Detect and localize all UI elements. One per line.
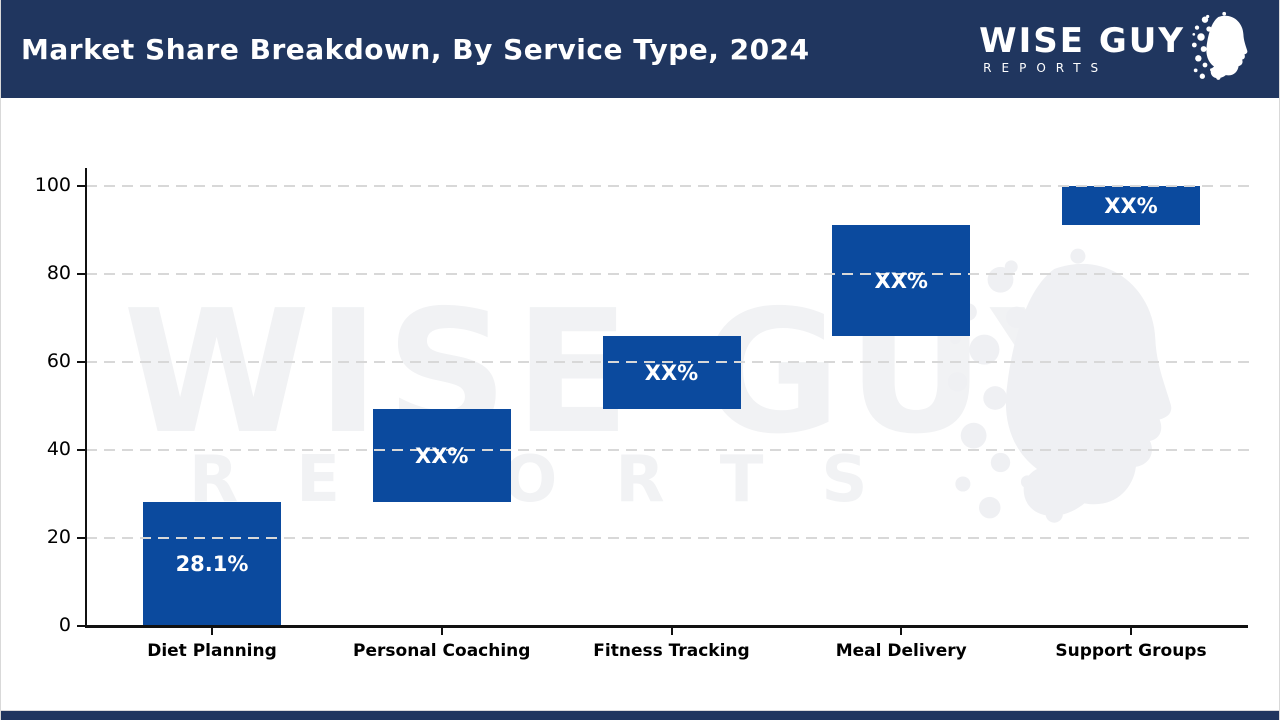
- y-tick-mark: [77, 449, 85, 451]
- y-tick-label: 60: [46, 350, 71, 372]
- bar-segment: [1062, 186, 1200, 226]
- y-tick-mark: [77, 537, 85, 539]
- watermark-text-line2: REPORTS: [189, 443, 926, 517]
- x-category-label: Fitness Tracking: [593, 641, 750, 661]
- y-tick-mark: [77, 361, 85, 363]
- y-axis-line: [85, 168, 87, 627]
- gridline: [86, 185, 1254, 187]
- y-tick-label: 100: [34, 174, 71, 196]
- bar-value-label: 28.1%: [175, 552, 249, 577]
- x-tick-mark: [670, 628, 673, 635]
- gridline: [86, 273, 1254, 275]
- bar-value-label: XX%: [874, 268, 928, 293]
- y-tick-label: 40: [46, 438, 71, 460]
- bar-value-label: XX%: [415, 443, 469, 468]
- logo-line1: WISE GUY: [979, 21, 1185, 61]
- y-tick-mark: [77, 273, 85, 275]
- chart-title: Market Share Breakdown, By Service Type,…: [21, 32, 810, 66]
- x-tick-mark: [1130, 628, 1132, 635]
- wise-guy-logo: WISE GUY REPORTS: [979, 9, 1255, 89]
- bar-segment: [372, 409, 511, 503]
- y-tick-label: 80: [46, 262, 71, 284]
- x-category-label: Personal Coaching: [353, 641, 531, 661]
- bar-segment: [143, 502, 281, 626]
- x-category-label: Support Groups: [1055, 641, 1207, 661]
- bar-value-label: XX%: [1104, 193, 1158, 218]
- bar-segment: [602, 336, 741, 410]
- gridline: [86, 449, 1254, 451]
- gridline: [86, 537, 1254, 539]
- y-tick-mark: [77, 625, 85, 627]
- y-tick-label: 0: [58, 614, 71, 636]
- x-category-label: Diet Planning: [147, 641, 277, 661]
- watermark-face-icon: [947, 248, 1172, 523]
- logo-line2: REPORTS: [983, 61, 1109, 75]
- bar-segment: [832, 225, 971, 337]
- x-tick-mark: [440, 628, 443, 635]
- x-category-label: Meal Delivery: [835, 641, 967, 661]
- x-tick-mark: [211, 628, 213, 635]
- y-tick-mark: [77, 185, 85, 187]
- footer-bar: [1, 711, 1279, 720]
- y-tick-label: 20: [46, 526, 71, 548]
- bar-value-label: XX%: [644, 360, 699, 385]
- logo-face-icon: [1191, 11, 1248, 80]
- x-axis-line: [85, 625, 1248, 628]
- bottom-hairline: [1, 710, 1279, 711]
- header-bar: Market Share Breakdown, By Service Type,…: [1, 0, 1279, 98]
- gridline: [86, 361, 1254, 363]
- x-tick-mark: [900, 628, 903, 635]
- logo-wordmark: WISE GUY REPORTS: [979, 24, 1185, 74]
